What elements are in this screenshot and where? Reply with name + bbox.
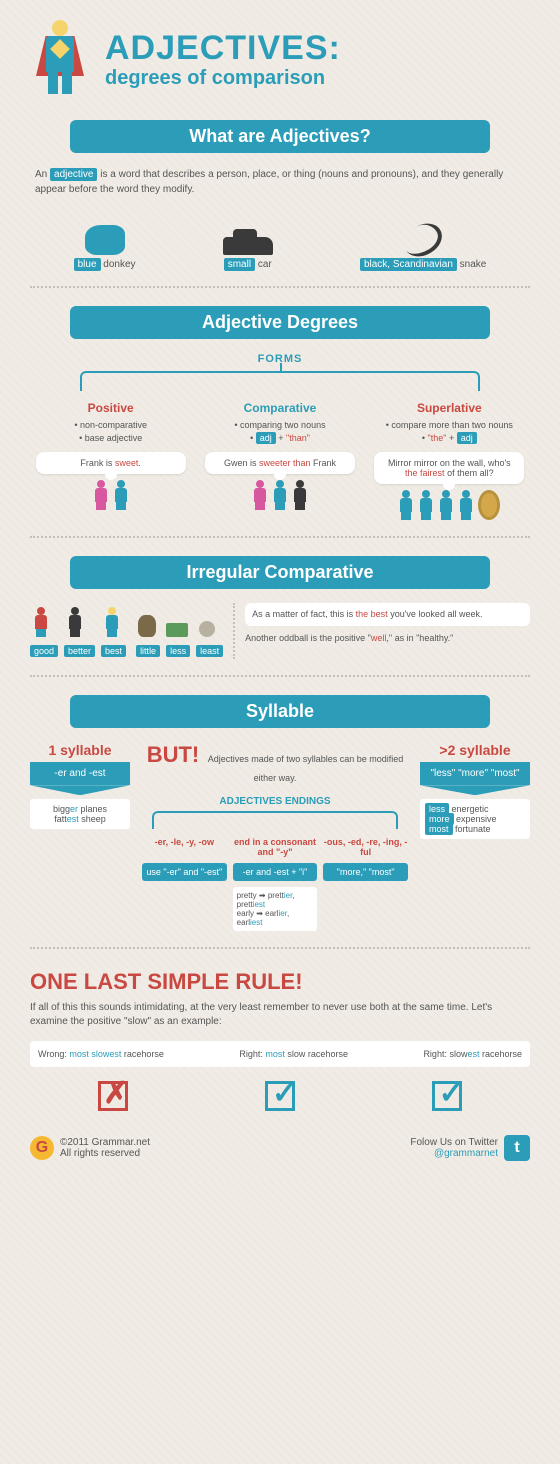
positive-col: Positive non-comparativebase adjective F…: [30, 401, 191, 520]
person-icon: [272, 480, 288, 510]
section-pill-what: What are Adjectives?: [70, 120, 490, 153]
batman-icon: [67, 607, 83, 637]
car-icon: [223, 237, 273, 255]
superlative-col: Superlative compare more than two nouns"…: [369, 401, 530, 520]
speech-bubble: Mirror mirror on the wall, who's the fai…: [374, 452, 524, 484]
arrow-box: "less" "more" "most": [420, 762, 530, 785]
little-less-least: little less least: [136, 603, 223, 659]
last-rule-title: ONE LAST SIMPLE RULE!: [30, 969, 530, 995]
person-icon: [113, 480, 129, 510]
check-row: [30, 1081, 530, 1111]
last-rule-text: If all of this this sounds intimidating,…: [30, 1001, 530, 1029]
divider: [30, 675, 530, 677]
twitter-icon[interactable]: t: [504, 1135, 530, 1161]
snake-icon: [398, 217, 448, 263]
bracket-icon: [152, 811, 398, 829]
speech-bubble: Gwen is sweeter than Frank: [205, 452, 355, 474]
comparative-col: Comparative comparing two nounsadj + "th…: [199, 401, 360, 520]
footer: G ©2011 Grammar.netAll rights reserved F…: [30, 1135, 530, 1161]
cash-icon: [166, 623, 188, 637]
divider: [30, 536, 530, 538]
syllable-row: 1 syllable -er and -est bigger planesfat…: [30, 742, 530, 931]
divider: [30, 286, 530, 288]
section-pill-degrees: Adjective Degrees: [70, 306, 490, 339]
ending-col-1: -er, -le, -y, -ow use "-er" and "-est": [142, 837, 227, 931]
section-pill-syllable: Syllable: [70, 695, 490, 728]
check-icon: [432, 1081, 462, 1111]
one-syllable-col: 1 syllable -er and -est bigger planesfat…: [30, 742, 130, 931]
main-title: ADJECTIVES:: [105, 31, 341, 65]
example-donkey: blue donkey: [74, 211, 136, 270]
ending-col-2: end in a consonant and "-y" -er and -est…: [233, 837, 318, 931]
speech-bubble: Frank is sweet.: [36, 452, 186, 474]
superhero-icon: [30, 20, 90, 100]
person-icon: [438, 490, 454, 520]
mirror-icon: [478, 490, 500, 520]
arrow-box: -er and -est: [30, 762, 130, 785]
person-icon: [252, 480, 268, 510]
divider: [30, 947, 530, 949]
ending-col-3: -ous, -ed, -re, -ing, -ful "more," "most…: [323, 837, 408, 931]
cross-icon: [98, 1081, 128, 1111]
person-icon: [398, 490, 414, 520]
check-icon: [265, 1081, 295, 1111]
intro-text: An adjective is a word that describes a …: [35, 167, 525, 197]
examples-row: blue donkey small car black, Scandinavia…: [30, 211, 530, 270]
infographic: ADJECTIVES: degrees of comparison What a…: [0, 0, 560, 1181]
example-snake: black, Scandinavian snake: [360, 211, 486, 270]
person-icon: [458, 490, 474, 520]
good-better-best: good better best: [30, 603, 126, 659]
forms-row: Positive non-comparativebase adjective F…: [30, 401, 530, 520]
person-icon: [292, 480, 308, 510]
two-syllable-col: BUT! Adjectives made of two syllables ca…: [142, 742, 408, 931]
person-icon: [93, 480, 109, 510]
multi-syllable-col: >2 syllable "less" "more" "most" less en…: [420, 742, 530, 931]
grammar-logo-icon: G: [30, 1136, 54, 1160]
spiderman-icon: [33, 607, 49, 637]
example-car: small car: [223, 211, 273, 270]
irregular-note: As a matter of fact, this is the best yo…: [233, 603, 530, 659]
bracket-icon: [80, 371, 480, 391]
person-icon: [418, 490, 434, 520]
money-bag-icon: [138, 615, 156, 637]
irregular-row: good better best little less least As a …: [30, 603, 530, 659]
last-examples: Wrong: most slowest racehorse Right: mos…: [30, 1041, 530, 1067]
coin-icon: [199, 621, 215, 637]
superman-icon: [104, 607, 120, 637]
header: ADJECTIVES: degrees of comparison: [30, 20, 530, 100]
section-pill-irregular: Irregular Comparative: [70, 556, 490, 589]
donkey-icon: [85, 225, 125, 255]
subtitle: degrees of comparison: [105, 67, 341, 90]
